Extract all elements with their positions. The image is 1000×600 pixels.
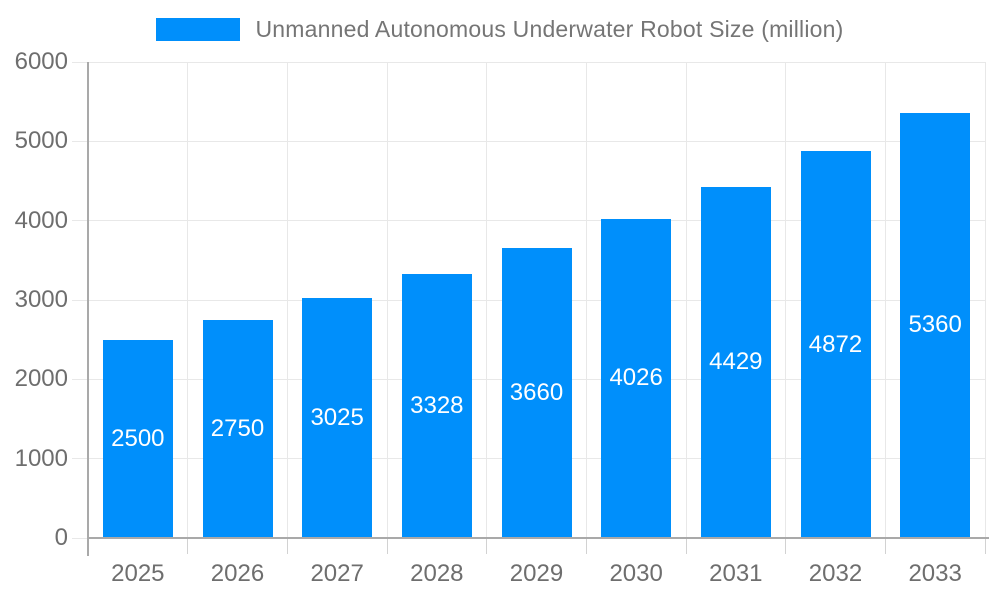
gridline-horizontal xyxy=(72,220,985,222)
legend-label: Unmanned Autonomous Underwater Robot Siz… xyxy=(255,16,844,42)
bar-value-label: 3660 xyxy=(509,378,564,406)
bar-2027[interactable] xyxy=(302,298,373,538)
gridline-vertical xyxy=(386,62,388,538)
bar-value-label: 2500 xyxy=(111,424,165,452)
x-axis-tick xyxy=(984,538,986,554)
gridline-vertical xyxy=(984,62,986,538)
gridline-vertical xyxy=(785,62,787,538)
x-axis-label: 2029 xyxy=(509,560,564,587)
gridline-vertical xyxy=(585,62,587,538)
x-axis-tick xyxy=(286,538,288,554)
x-axis-tick xyxy=(585,538,587,554)
bar-value-label: 4429 xyxy=(709,348,763,376)
x-axis-label: 2031 xyxy=(709,560,763,587)
x-axis-line xyxy=(88,537,989,539)
y-axis-label: 1000 xyxy=(14,444,68,472)
bar-value-label: 3025 xyxy=(310,404,364,431)
x-axis-label: 2025 xyxy=(111,560,165,587)
bar-value-label: 4026 xyxy=(609,364,663,392)
legend-swatch xyxy=(156,18,241,41)
y-axis-line xyxy=(87,62,89,556)
x-axis-tick xyxy=(785,538,787,554)
x-axis-tick xyxy=(884,538,886,554)
bar-2025[interactable] xyxy=(102,339,173,538)
bar-value-label: 4872 xyxy=(808,330,863,358)
x-axis-label: 2027 xyxy=(310,560,364,587)
bar-2031[interactable] xyxy=(700,186,771,538)
y-axis-label: 0 xyxy=(54,524,68,551)
bar-2032[interactable] xyxy=(800,151,871,538)
bar-value-label: 3328 xyxy=(410,391,464,419)
x-axis-tick xyxy=(685,538,687,554)
gridline-horizontal xyxy=(72,140,985,142)
bar-value-label: 2750 xyxy=(210,414,265,442)
x-axis-tick xyxy=(386,538,388,554)
bar-2033[interactable] xyxy=(900,112,971,538)
x-axis-label: 2026 xyxy=(210,560,265,587)
y-axis-label: 6000 xyxy=(14,48,68,75)
legend-item[interactable]: Unmanned Autonomous Underwater Robot Siz… xyxy=(0,16,1000,43)
bar-2026[interactable] xyxy=(202,319,273,538)
gridline-vertical xyxy=(685,62,687,538)
x-axis-tick xyxy=(187,538,189,554)
bar-2029[interactable] xyxy=(501,247,572,538)
x-axis-label: 2032 xyxy=(808,560,863,587)
x-axis-label: 2028 xyxy=(410,560,464,587)
y-axis-label: 5000 xyxy=(14,127,68,155)
gridline-vertical xyxy=(884,62,886,538)
y-axis-label: 4000 xyxy=(14,206,68,234)
x-axis-tick xyxy=(486,538,488,554)
x-axis-label: 2033 xyxy=(908,560,962,587)
bar-value-label: 5360 xyxy=(908,311,962,339)
y-axis-label: 2000 xyxy=(14,365,68,393)
gridline-horizontal xyxy=(72,61,985,63)
bar-2030[interactable] xyxy=(601,218,672,538)
y-zero-tick xyxy=(72,537,88,539)
bar-2028[interactable] xyxy=(401,273,472,538)
y-axis-label: 3000 xyxy=(14,286,68,313)
gridline-vertical xyxy=(286,62,288,538)
gridline-vertical xyxy=(187,62,189,538)
x-axis-label: 2030 xyxy=(609,560,663,587)
gridline-vertical xyxy=(486,62,488,538)
